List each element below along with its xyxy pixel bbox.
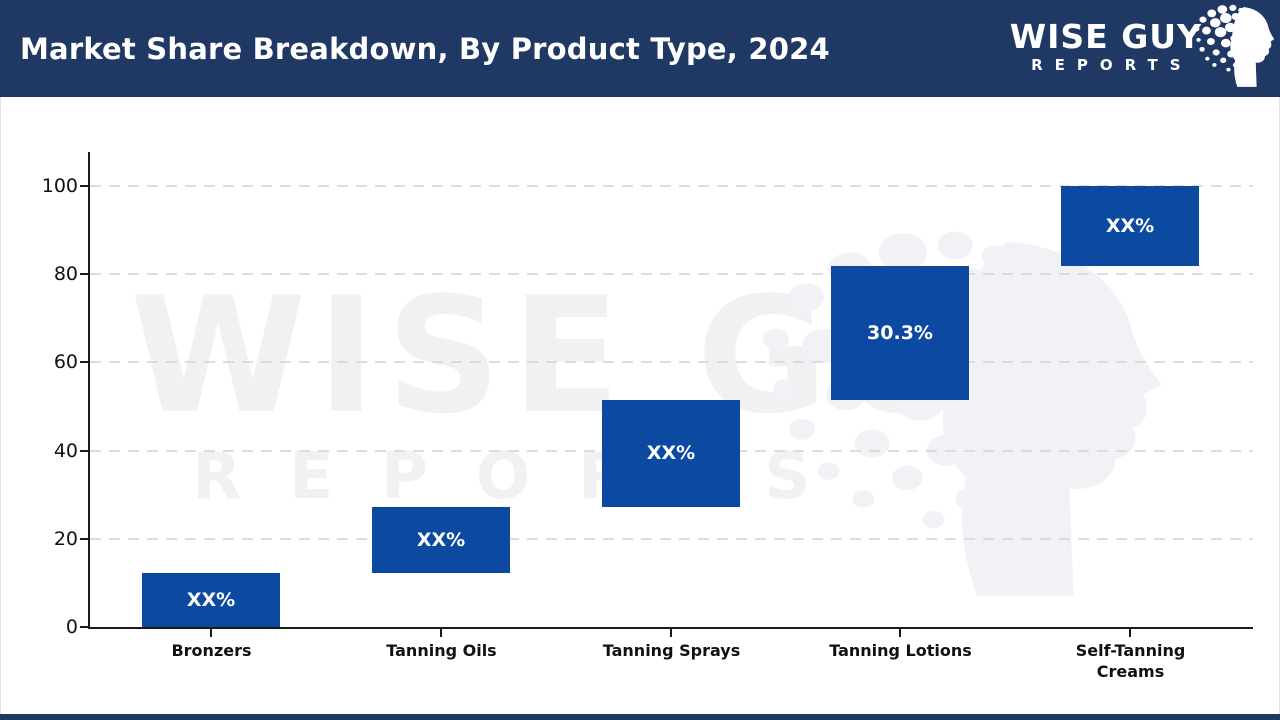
bar: 30.3% bbox=[831, 266, 969, 400]
x-tick-mark bbox=[1129, 629, 1131, 637]
gridline bbox=[90, 273, 1253, 276]
logo-wordmark-line2: REPORTS bbox=[1031, 55, 1193, 74]
x-tick-mark bbox=[899, 629, 901, 637]
page-title: Market Share Breakdown, By Product Type,… bbox=[20, 31, 830, 66]
y-tick-label: 0 bbox=[65, 616, 78, 638]
category-label: Tanning Lotions bbox=[829, 641, 972, 660]
x-tick-mark bbox=[440, 629, 442, 637]
gridline bbox=[90, 537, 1253, 540]
bar: XX% bbox=[1061, 186, 1199, 267]
category-label: Tanning Sprays bbox=[602, 641, 741, 660]
bar: XX% bbox=[142, 572, 280, 627]
bar: XX% bbox=[602, 399, 740, 507]
category-label: Bronzers bbox=[171, 641, 252, 660]
y-axis-line bbox=[88, 152, 90, 629]
x-tick-mark bbox=[670, 629, 672, 637]
category-label: Self-Tanning Creams bbox=[1075, 641, 1186, 681]
y-tick-mark bbox=[80, 537, 88, 540]
y-tick-label: 20 bbox=[53, 527, 78, 550]
bar-value-label: XX% bbox=[416, 528, 466, 551]
y-tick-label: 80 bbox=[53, 263, 78, 286]
logo-wordmark: WISE GUY REPORTS bbox=[1010, 20, 1202, 74]
y-tick-mark bbox=[80, 361, 88, 364]
category-label: Tanning Oils bbox=[386, 641, 497, 660]
y-tick-label: 60 bbox=[53, 351, 78, 374]
y-tick-label: 100 bbox=[41, 175, 78, 197]
logo: WISE GUY REPORTS bbox=[1010, 4, 1276, 90]
gridline bbox=[90, 361, 1253, 364]
bar-value-label: XX% bbox=[1105, 215, 1155, 238]
header-bar: Market Share Breakdown, By Product Type,… bbox=[0, 0, 1280, 97]
bar-value-label: XX% bbox=[186, 588, 236, 611]
y-tick-label: 40 bbox=[53, 439, 78, 462]
y-tick-mark bbox=[80, 185, 88, 187]
gridline bbox=[90, 185, 1253, 187]
footer-bar bbox=[0, 714, 1280, 720]
logo-wordmark-line1: WISE GUY bbox=[1009, 17, 1202, 57]
bar: XX% bbox=[372, 506, 510, 573]
y-tick-mark bbox=[80, 626, 88, 628]
bar-value-label: XX% bbox=[646, 442, 696, 465]
x-tick-mark bbox=[210, 629, 212, 637]
x-axis-line bbox=[88, 627, 1253, 629]
bar-value-label: 30.3% bbox=[867, 322, 933, 345]
y-tick-mark bbox=[80, 449, 88, 452]
y-tick-mark bbox=[80, 273, 88, 276]
